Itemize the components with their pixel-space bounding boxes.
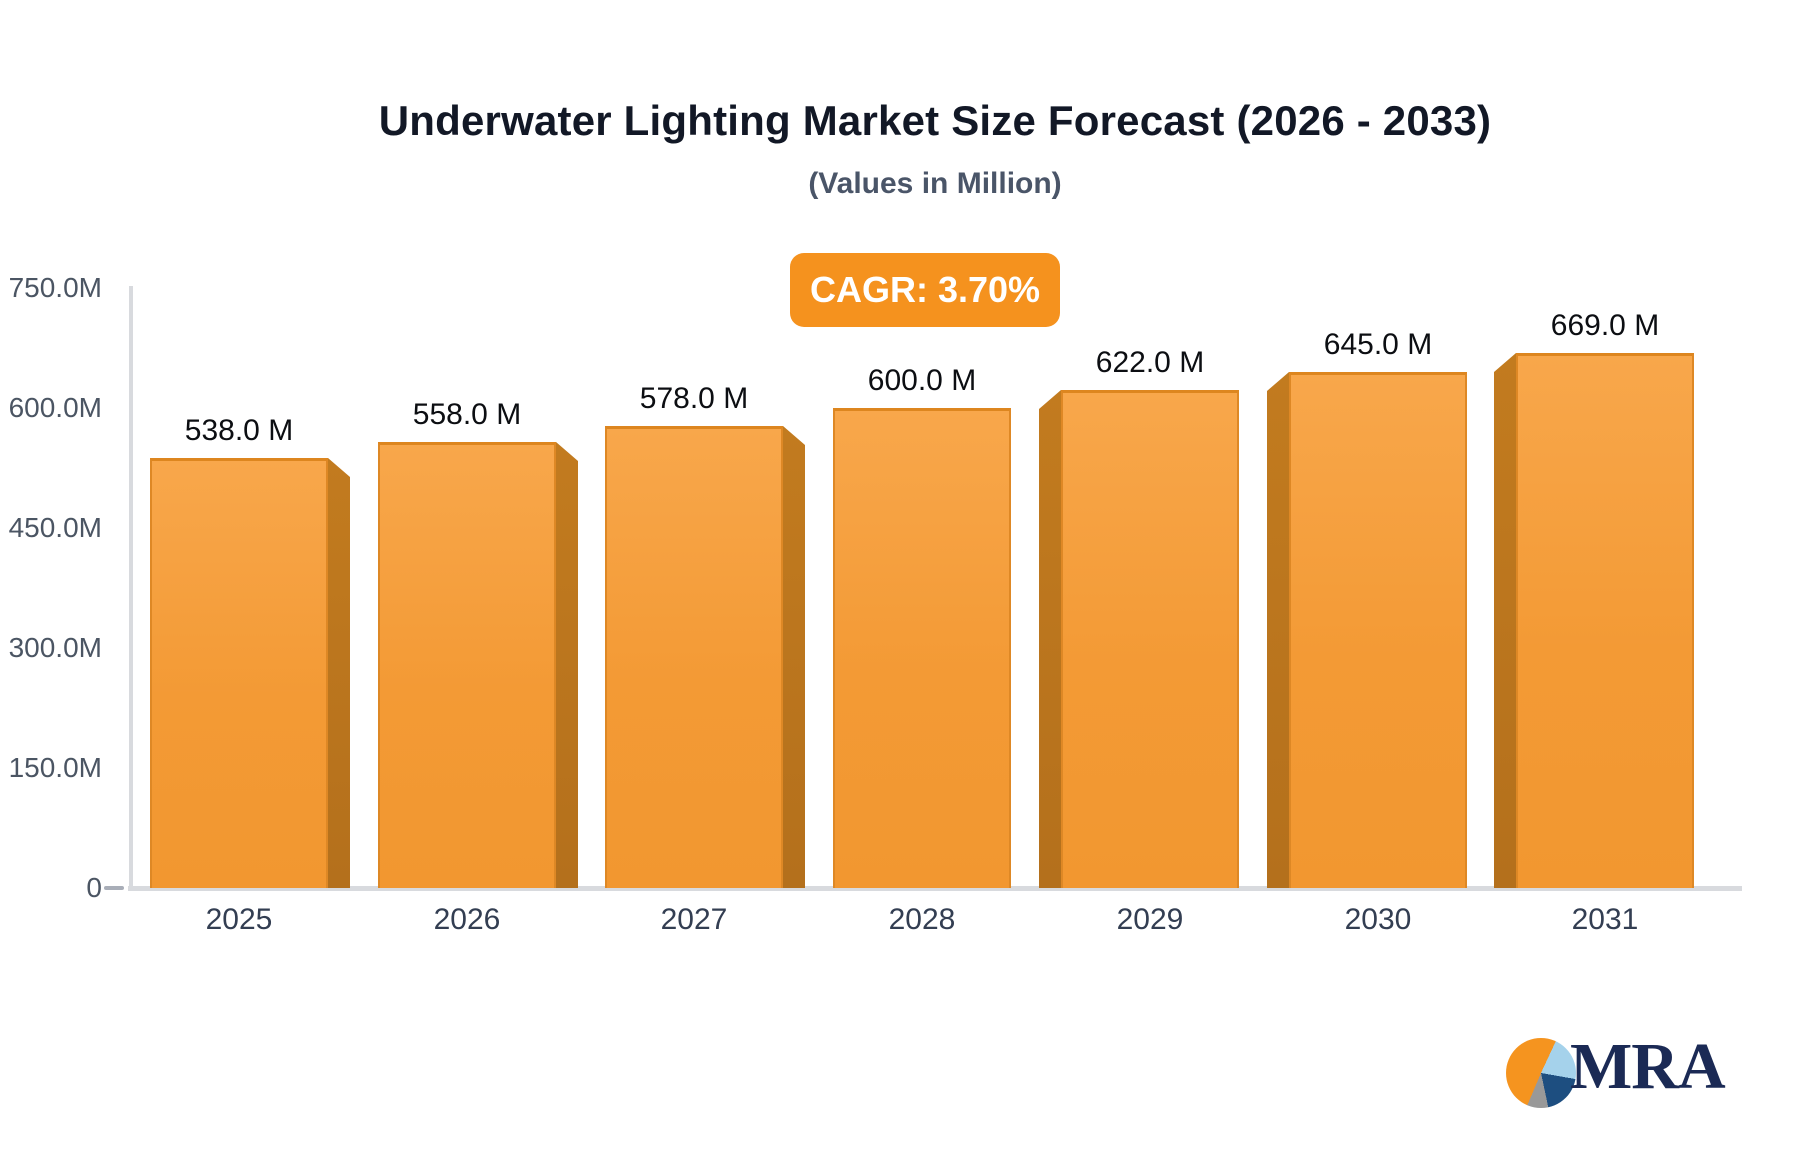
y-axis-tick-label: 750.0M bbox=[8, 272, 102, 303]
y-axis-tick-label: 300.0M bbox=[8, 632, 102, 663]
chart-title: Underwater Lighting Market Size Forecast… bbox=[378, 97, 1492, 144]
bar-2026 bbox=[378, 442, 556, 888]
chart-subtitle: (Values in Million) bbox=[808, 167, 1062, 200]
zero-tick-mark bbox=[104, 886, 124, 890]
y-axis-line bbox=[129, 286, 133, 886]
y-axis-tick-label: 150.0M bbox=[8, 752, 102, 783]
bar-3d-side bbox=[783, 426, 805, 888]
bar-3d-side bbox=[1039, 390, 1061, 888]
x-axis-category-label: 2031 bbox=[1571, 903, 1639, 936]
bar-value-label: 558.0 M bbox=[412, 398, 522, 431]
bar-value-label: 669.0 M bbox=[1550, 309, 1660, 342]
x-axis-category-label: 2025 bbox=[205, 903, 273, 936]
x-axis-category-label: 2026 bbox=[433, 903, 501, 936]
bar-2027 bbox=[605, 426, 783, 888]
y-axis-tick-label: 450.0M bbox=[8, 512, 102, 543]
bar-value-label: 622.0 M bbox=[1095, 346, 1205, 379]
bar-value-label: 578.0 M bbox=[639, 382, 749, 415]
pie-chart-logo-icon bbox=[1506, 1038, 1576, 1108]
bar-3d-side bbox=[1267, 372, 1289, 888]
x-axis-category-label: 2029 bbox=[1116, 903, 1184, 936]
bar-2028 bbox=[833, 408, 1011, 888]
bar-3d-side bbox=[556, 442, 578, 888]
x-axis-baseline bbox=[128, 886, 1742, 891]
bar-3d-side bbox=[328, 458, 350, 888]
x-axis-category-label: 2030 bbox=[1344, 903, 1412, 936]
bar-value-label: 645.0 M bbox=[1323, 328, 1433, 361]
bar-2030 bbox=[1289, 372, 1467, 888]
bar-2025 bbox=[150, 458, 328, 888]
logo-text: MRA bbox=[1570, 1030, 1726, 1103]
y-axis-tick-label: 0 bbox=[86, 872, 102, 903]
bar-3d-side bbox=[1494, 353, 1516, 888]
bar-2029 bbox=[1061, 390, 1239, 888]
bar-2031 bbox=[1516, 353, 1694, 888]
y-axis-tick-label: 600.0M bbox=[8, 392, 102, 423]
bar-value-label: 600.0 M bbox=[867, 364, 977, 397]
cagr-badge: CAGR: 3.70% bbox=[790, 253, 1060, 327]
x-axis-category-label: 2028 bbox=[888, 903, 956, 936]
bar-value-label: 538.0 M bbox=[184, 414, 294, 447]
x-axis-category-label: 2027 bbox=[660, 903, 728, 936]
